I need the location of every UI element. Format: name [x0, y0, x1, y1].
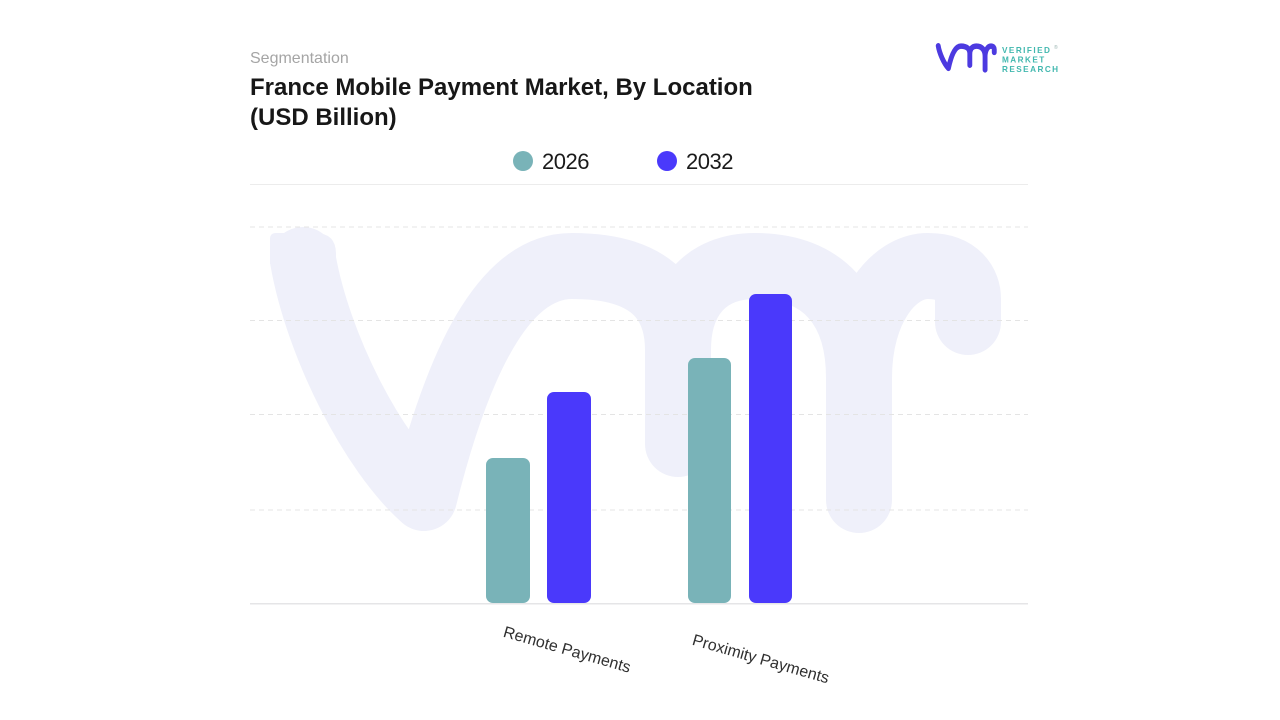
svg-text:VERIFIED: VERIFIED — [1002, 46, 1051, 55]
svg-text:®: ® — [1054, 44, 1058, 51]
svg-text:RESEARCH: RESEARCH — [1002, 65, 1060, 74]
svg-text:MARKET: MARKET — [1002, 56, 1046, 65]
